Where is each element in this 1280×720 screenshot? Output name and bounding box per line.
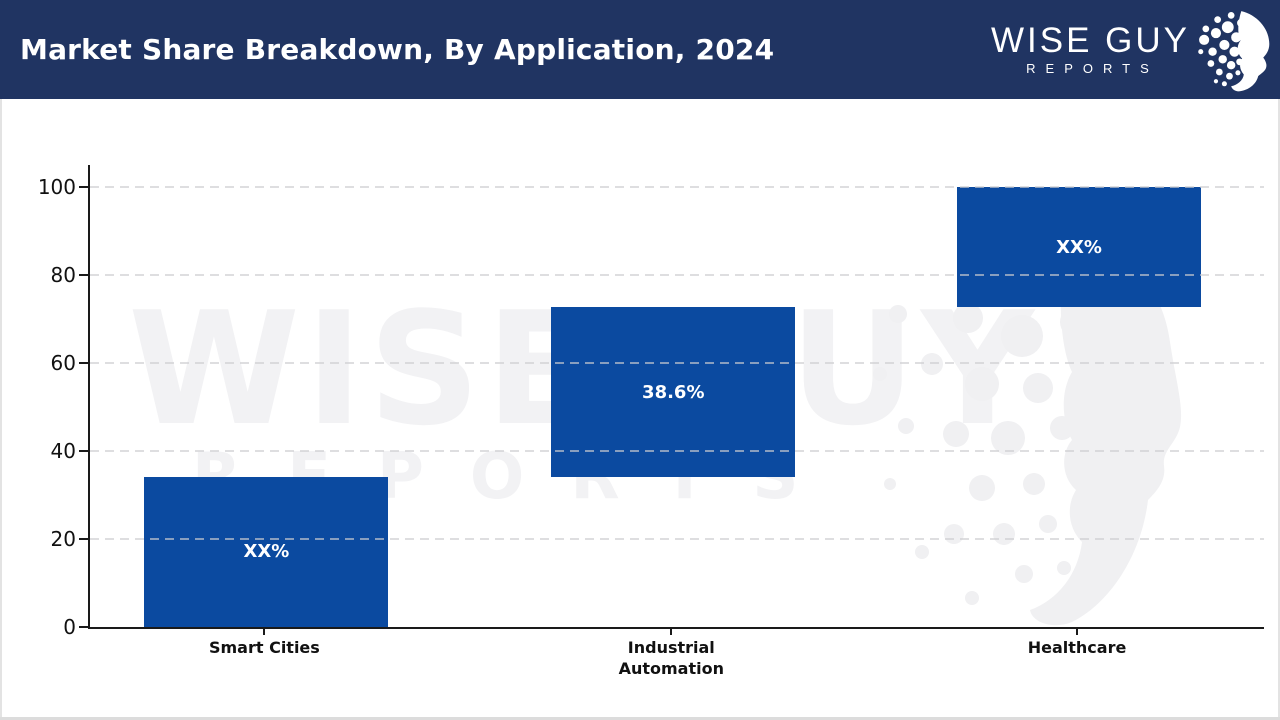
gridline	[90, 450, 1264, 452]
y-axis-tick-label: 80	[50, 263, 76, 287]
y-axis-tick-mark	[79, 274, 88, 276]
bar-value-label: 38.6%	[642, 381, 705, 403]
y-axis-tick-mark	[79, 186, 88, 188]
brand-head-icon	[1198, 10, 1270, 91]
gridline	[90, 274, 1264, 276]
bar-segment: XX%	[144, 476, 389, 627]
x-axis-tick-mark	[670, 629, 673, 635]
page-border-right	[1278, 99, 1280, 720]
bar-value-label: XX%	[243, 541, 290, 563]
bar-value-label: XX%	[1056, 236, 1102, 258]
bar-segment: 38.6%	[551, 307, 796, 477]
page-border-bottom	[0, 717, 1280, 720]
gridline	[90, 362, 1264, 364]
brand-logo-text: WISE GUY REPORTS	[990, 21, 1190, 77]
brand-logo: WISE GUY REPORTS	[991, 7, 1270, 93]
y-axis-tick-mark	[79, 626, 88, 628]
gridline	[90, 538, 1264, 540]
header-bar: Market Share Breakdown, By Application, …	[0, 0, 1280, 99]
x-axis-tick-mark	[263, 629, 266, 635]
brand-subtitle: REPORTS	[1026, 61, 1159, 76]
y-axis-tick-label: 60	[50, 351, 76, 375]
plot-area: XX% 38.6% XX%	[88, 165, 1264, 629]
category-label: Industrial Automation	[618, 638, 724, 678]
y-axis-tick-mark	[79, 362, 88, 364]
x-axis-tick-mark	[1076, 629, 1079, 635]
bar-segment: XX%	[957, 187, 1202, 308]
gridline	[90, 186, 1264, 188]
y-axis-tick-label: 100	[37, 175, 76, 199]
category-label: Smart Cities	[208, 638, 320, 657]
y-axis-tick-label: 20	[50, 527, 76, 551]
brand-name: WISE GUY	[990, 21, 1190, 60]
y-axis-tick-label: 0	[63, 615, 76, 639]
y-axis-tick-label: 40	[50, 439, 76, 463]
page-title: Market Share Breakdown, By Application, …	[20, 33, 775, 66]
page-border-left	[0, 99, 2, 720]
chart-area: XX% 38.6% XX% 0 20 40 60 80 100 Smart Cities Indu…	[0, 99, 1280, 720]
y-axis-tick-mark	[79, 538, 88, 540]
category-label: Healthcare	[1027, 638, 1127, 657]
y-axis-tick-mark	[79, 450, 88, 452]
